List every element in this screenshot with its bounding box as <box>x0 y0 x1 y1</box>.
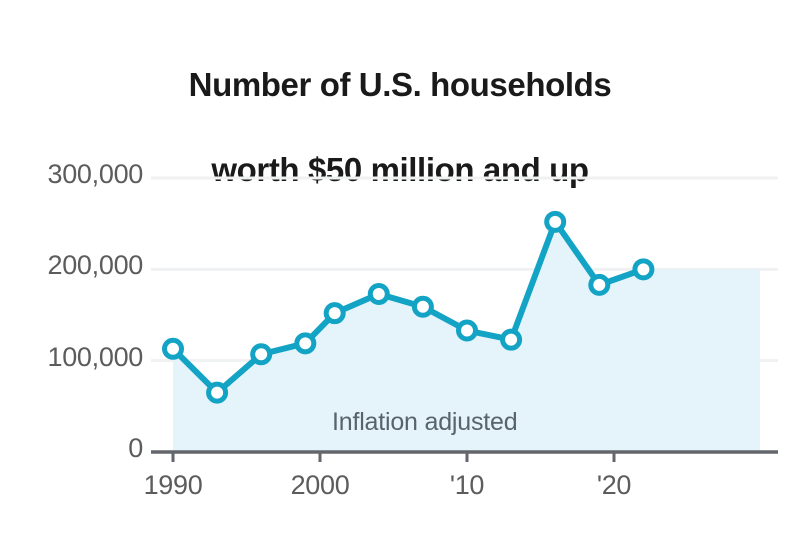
data-point-marker <box>588 273 611 296</box>
data-point-marker <box>544 210 567 233</box>
data-point-marker <box>411 295 434 318</box>
inflation-adjusted-annotation: Inflation adjusted <box>332 408 518 436</box>
y-axis-tick-label: 200,000 <box>47 250 144 281</box>
data-point-marker <box>367 282 390 305</box>
data-markers <box>162 210 655 404</box>
x-axis <box>151 450 778 462</box>
y-axis-tick-label: 300,000 <box>47 159 144 189</box>
chart-title-line-1: Number of U.S. households <box>188 66 612 104</box>
x-axis-tick-label: 1990 <box>143 470 203 500</box>
x-axis-tick-label: 2000 <box>290 470 350 500</box>
data-point-marker <box>250 343 273 366</box>
data-point-marker <box>456 319 478 342</box>
data-point-marker <box>323 302 346 325</box>
chart-title: Number of U.S. households worth $50 mill… <box>0 22 800 191</box>
data-point-marker <box>500 328 523 351</box>
chart-title-line-2: worth $50 million and up <box>211 150 589 188</box>
x-axis-tick-label: '20 <box>596 470 632 500</box>
data-point-marker <box>632 258 655 281</box>
data-point-marker <box>162 337 184 360</box>
y-axis-tick-label: 0 <box>128 433 143 463</box>
data-point-marker <box>294 332 317 355</box>
data-point-marker <box>206 381 229 404</box>
y-axis-tick-label: 100,000 <box>47 341 144 372</box>
x-axis-tick-label: '10 <box>449 470 485 500</box>
